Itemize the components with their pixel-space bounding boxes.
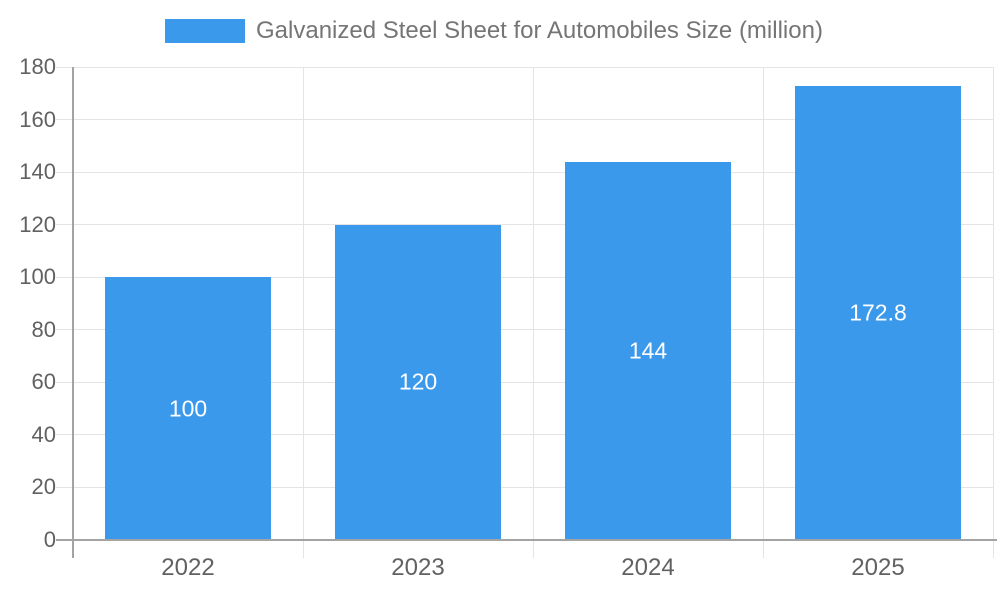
y-axis-tick bbox=[56, 486, 73, 488]
gridline-vertical bbox=[532, 67, 534, 558]
x-category-label: 2024 bbox=[621, 554, 675, 581]
y-axis-line bbox=[72, 67, 74, 558]
bar-value-label: 100 bbox=[168, 395, 208, 422]
x-category-label: 2022 bbox=[161, 554, 215, 581]
y-tick-label: 60 bbox=[31, 369, 56, 395]
y-tick-label: 80 bbox=[31, 316, 56, 342]
bar-2024[interactable] bbox=[565, 161, 731, 540]
y-tick-label: 160 bbox=[19, 106, 56, 132]
y-tick-label: 140 bbox=[19, 159, 56, 185]
bar-value-label: 120 bbox=[398, 368, 438, 395]
legend-swatch bbox=[165, 19, 245, 43]
y-axis-tick bbox=[56, 66, 73, 68]
y-axis-tick bbox=[56, 381, 73, 383]
y-tick-label: 40 bbox=[31, 421, 56, 447]
x-category-label: 2025 bbox=[851, 554, 905, 581]
y-axis-tick bbox=[56, 329, 73, 331]
y-tick-label: 0 bbox=[43, 527, 56, 552]
y-axis-tick bbox=[56, 171, 73, 173]
y-tick-label: 180 bbox=[19, 54, 56, 79]
gridline-vertical bbox=[762, 67, 764, 558]
y-axis-tick bbox=[56, 224, 73, 226]
bar-value-label: 172.8 bbox=[849, 299, 907, 326]
y-axis-tick bbox=[56, 119, 73, 121]
bar-2023[interactable] bbox=[335, 224, 501, 540]
y-tick-label: 20 bbox=[31, 474, 56, 500]
x-category-label: 2023 bbox=[391, 554, 445, 581]
x-axis-line bbox=[56, 539, 997, 541]
y-tick-label: 100 bbox=[19, 264, 56, 290]
y-axis-tick bbox=[56, 434, 73, 436]
bar-2025[interactable] bbox=[795, 85, 961, 540]
gridline-vertical bbox=[302, 67, 304, 558]
legend-label: Galvanized Steel Sheet for Automobiles S… bbox=[256, 17, 823, 44]
chart-legend[interactable]: Galvanized Steel Sheet for Automobiles S… bbox=[165, 19, 823, 43]
bar-value-label: 144 bbox=[628, 337, 668, 364]
y-tick-label: 120 bbox=[19, 211, 56, 237]
y-axis-tick bbox=[56, 276, 73, 278]
plot-right-border bbox=[992, 67, 994, 558]
bar-2022[interactable] bbox=[105, 277, 271, 540]
